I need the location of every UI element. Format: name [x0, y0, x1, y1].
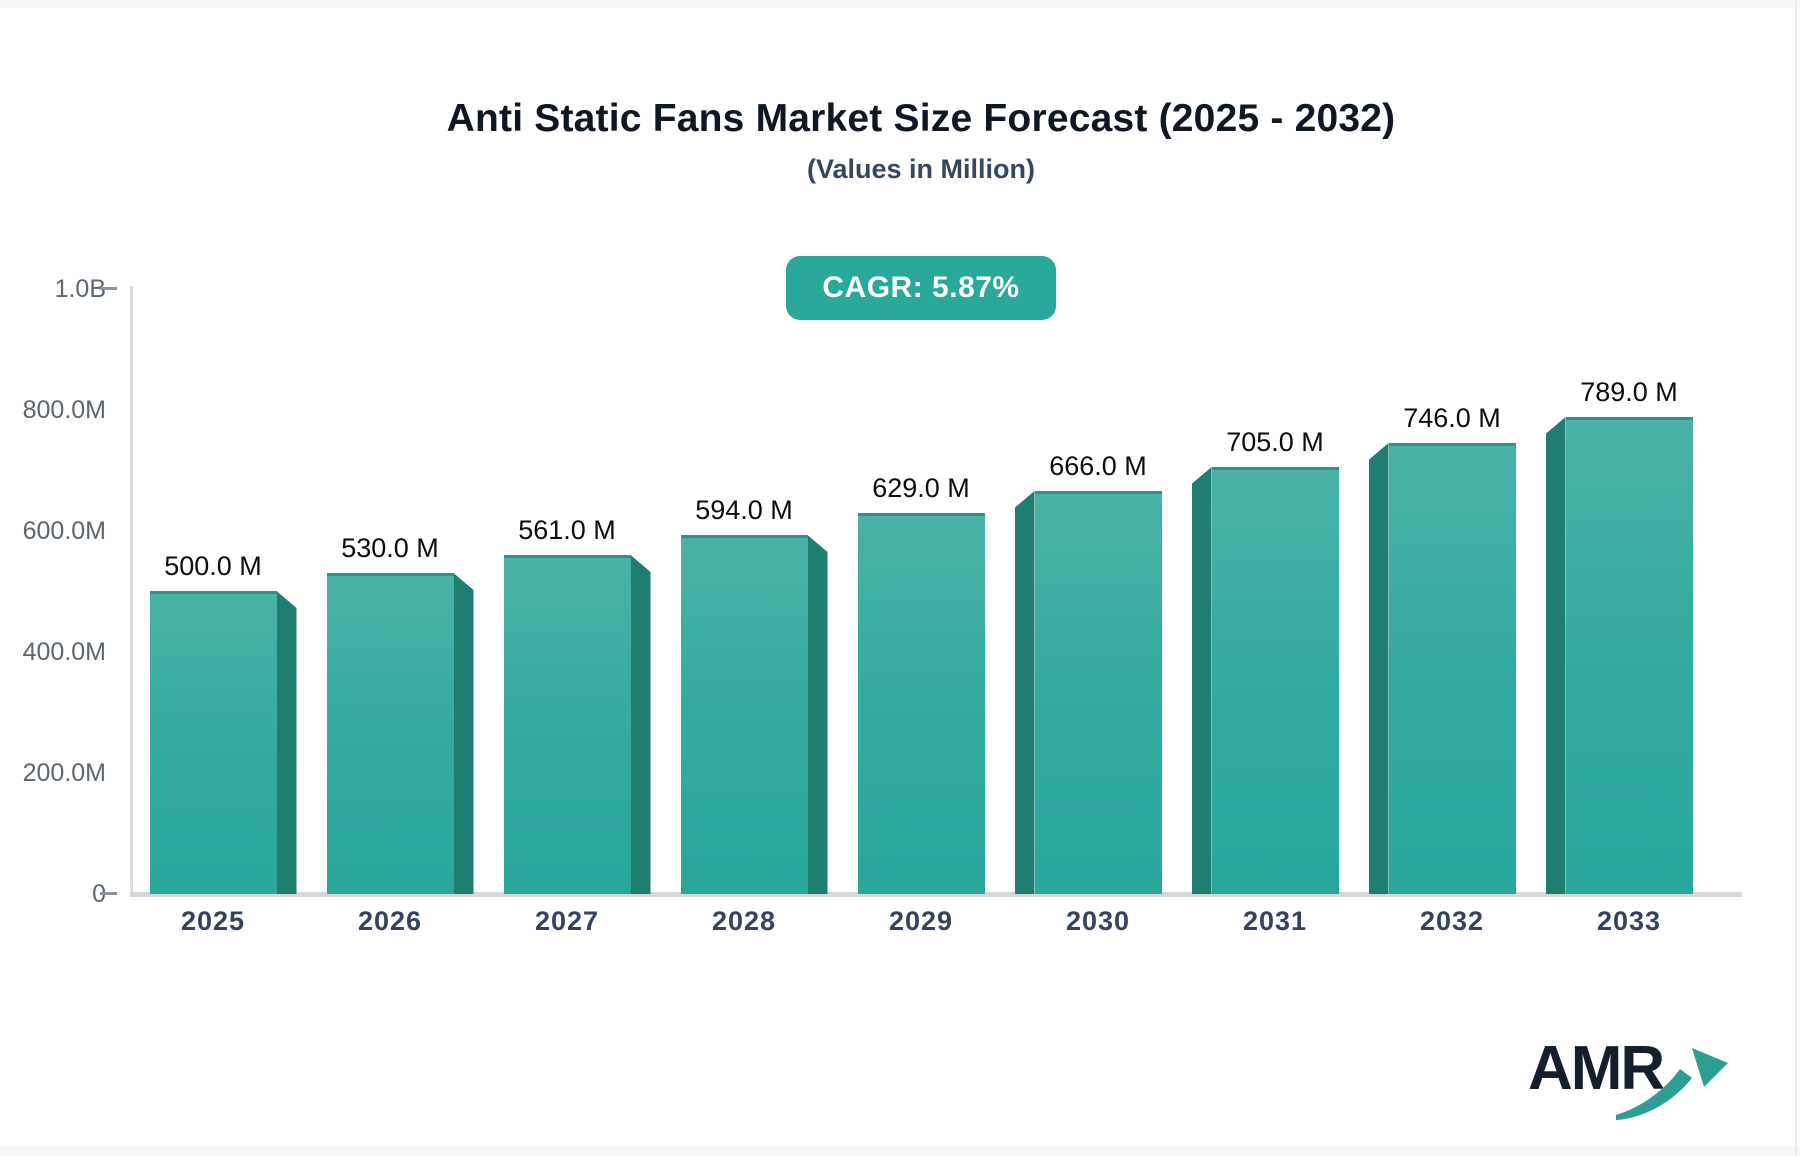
amr-logo: AMR [1528, 1038, 1728, 1128]
bar-side-2031 [1191, 467, 1212, 894]
bar-value-label-2027: 561.0 M [518, 515, 616, 545]
y-axis-label-400.0M: 400.0M [22, 638, 106, 666]
bar-value-label-2030: 666.0 M [1049, 451, 1147, 481]
bar-side-2028 [807, 535, 828, 894]
bar-2025[interactable] [149, 591, 277, 894]
cagr-badge: CAGR: 5.87% [786, 256, 1056, 320]
x-axis-label-2025: 2025 [180, 906, 246, 936]
bar-value-label-2033: 789.0 M [1580, 377, 1678, 407]
bar-side-2025 [276, 591, 297, 894]
bar-2028[interactable] [680, 535, 808, 894]
bar-side-2032 [1368, 443, 1389, 894]
y-axis-label-0: 0 [0, 879, 106, 909]
growth-arrow-icon [1616, 1048, 1728, 1120]
bar-2029[interactable] [857, 513, 985, 894]
bar-value-label-2025: 500.0 M [164, 551, 262, 581]
x-axis-line [130, 892, 1742, 897]
bar-value-label-2026: 530.0 M [341, 533, 439, 563]
chart-card: Anti Static Fans Market Size Forecast (2… [0, 8, 1800, 1146]
chart-subtitle: (Values in Million) [806, 154, 1036, 184]
y-axis-label-600.0M: 600.0M [22, 517, 106, 545]
bar-side-2030 [1014, 491, 1035, 894]
y-axis-tick [100, 892, 117, 895]
bar-value-label-2028: 594.0 M [695, 495, 793, 525]
bar-2032[interactable] [1388, 443, 1516, 894]
page-right-edge [1795, 0, 1797, 1156]
bar-2033[interactable] [1565, 417, 1693, 894]
x-axis-label-2027: 2027 [534, 906, 600, 936]
x-axis-label-2030: 2030 [1065, 906, 1131, 936]
x-axis-label-2033: 2033 [1596, 906, 1662, 936]
bar-2026[interactable] [326, 573, 454, 894]
bar-2030[interactable] [1034, 491, 1162, 894]
x-axis-label-2028: 2028 [711, 906, 777, 936]
bar-value-label-2032: 746.0 M [1403, 403, 1501, 433]
bar-chart-plot-area: 0 200.0M 400.0M 600.0M 800.0M 1.0B 500.0 M 530.… [0, 8, 1800, 908]
x-axis-label-2032: 2032 [1419, 906, 1485, 936]
bar-value-label-2029: 629.0 M [872, 473, 970, 503]
bar-2027[interactable] [503, 555, 631, 894]
y-axis-label-1.0B: 1.0B [54, 275, 106, 303]
x-axis-label-2031: 2031 [1242, 906, 1308, 936]
y-axis-label-200.0M: 200.0M [22, 759, 106, 787]
amr-logo-text: AMR [1528, 1034, 1665, 1103]
bar-value-label-2031: 705.0 M [1226, 427, 1324, 457]
bar-side-2026 [453, 573, 474, 894]
bar-side-2033 [1545, 417, 1566, 894]
bar-2031[interactable] [1211, 467, 1339, 894]
x-axis-label-2026: 2026 [357, 906, 423, 936]
chart-title: Anti Static Fans Market Size Forecast (2… [446, 97, 1396, 140]
y-axis-tick [100, 287, 117, 290]
y-axis-label-800.0M: 800.0M [22, 396, 106, 424]
x-axis-label-2029: 2029 [888, 906, 954, 936]
y-axis-line [130, 286, 133, 894]
bar-side-2027 [630, 555, 651, 894]
cagr-badge-wrap: CAGR: 5.87% [21, 256, 1800, 320]
